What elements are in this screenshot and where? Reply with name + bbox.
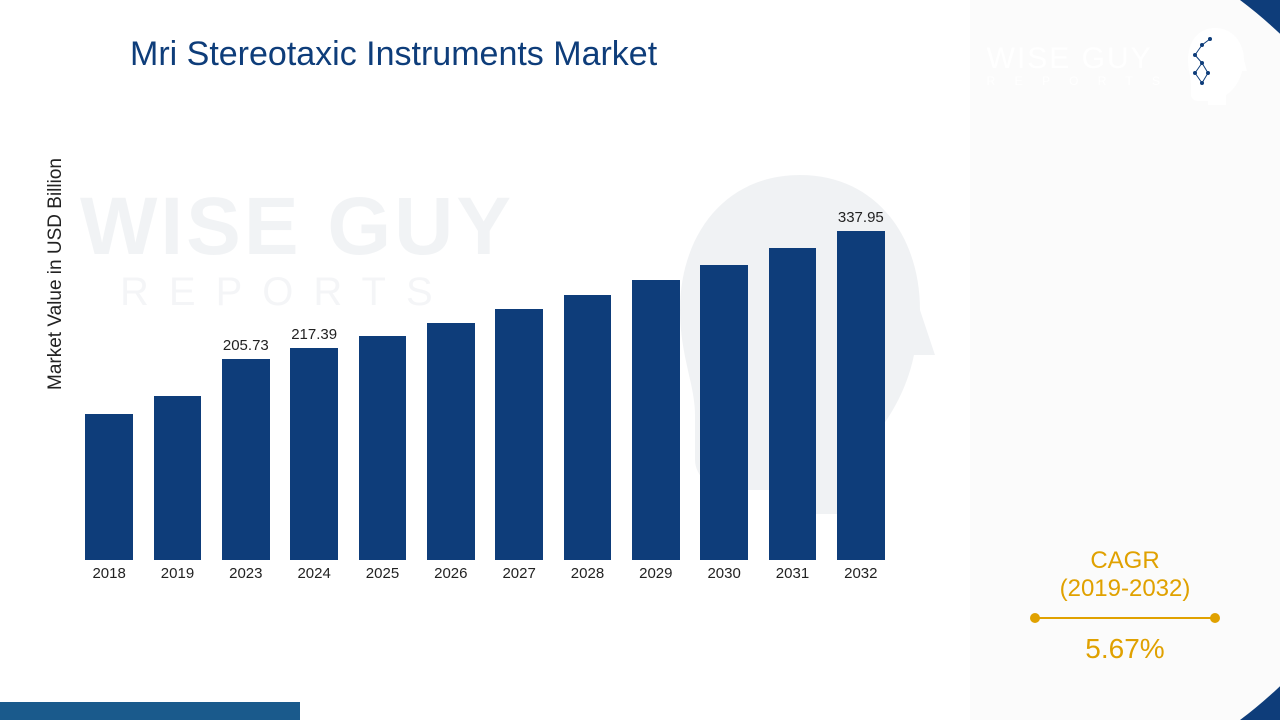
xtick-2019: 2019 — [143, 565, 211, 582]
logo-main-text: WISE GUY — [987, 42, 1168, 76]
bar-2019 — [154, 396, 202, 560]
cagr-value: 5.67% — [1000, 633, 1250, 665]
xtick-2030: 2030 — [690, 565, 758, 582]
logo: WISE GUY R E P O R T S — [987, 25, 1250, 105]
sidebar-panel: WISE GUY R E P O R T S CAGR (2019-2032) … — [970, 0, 1280, 720]
xtick-2024: 2024 — [280, 565, 348, 582]
bar-2024: 217.39 — [290, 348, 338, 560]
y-axis-label: Market Value in USD Billion — [45, 158, 67, 390]
bottom-accent-bar — [0, 702, 300, 720]
x-axis: 2018201920232024202520262027202820292030… — [75, 560, 895, 590]
xtick-2025: 2025 — [348, 565, 416, 582]
cagr-box: CAGR (2019-2032) 5.67% — [1000, 547, 1250, 665]
xtick-2023: 2023 — [212, 565, 280, 582]
chart-title: Mri Stereotaxic Instruments Market — [130, 35, 657, 74]
bar-2018 — [85, 414, 133, 560]
bar-2027 — [495, 309, 543, 560]
xtick-2029: 2029 — [622, 565, 690, 582]
xtick-2028: 2028 — [553, 565, 621, 582]
cagr-divider — [1035, 617, 1215, 619]
xtick-2031: 2031 — [758, 565, 826, 582]
bar-label-2032: 337.95 — [837, 209, 885, 226]
cagr-label: CAGR — [1000, 547, 1250, 575]
bar-label-2023: 205.73 — [222, 337, 270, 354]
bar-2029 — [632, 280, 680, 560]
bar-label-2024: 217.39 — [290, 326, 338, 343]
cagr-range: (2019-2032) — [1000, 575, 1250, 603]
logo-head-icon — [1180, 25, 1250, 105]
bar-2032: 337.95 — [837, 231, 885, 561]
xtick-2018: 2018 — [75, 565, 143, 582]
logo-sub-text: R E P O R T S — [987, 74, 1168, 88]
bar-2028 — [564, 295, 612, 560]
bar-2031 — [769, 248, 817, 560]
bar-2030 — [700, 265, 748, 560]
plot-area: 205.73 217.39 337.95 — [75, 170, 895, 560]
xtick-2027: 2027 — [485, 565, 553, 582]
bar-chart: 205.73217.39337.95 201820192023202420252… — [75, 170, 895, 590]
bar-2023: 205.73 — [222, 359, 270, 560]
bar-2026 — [427, 323, 475, 560]
xtick-2032: 2032 — [827, 565, 895, 582]
xtick-2026: 2026 — [417, 565, 485, 582]
bar-2025 — [359, 336, 407, 560]
